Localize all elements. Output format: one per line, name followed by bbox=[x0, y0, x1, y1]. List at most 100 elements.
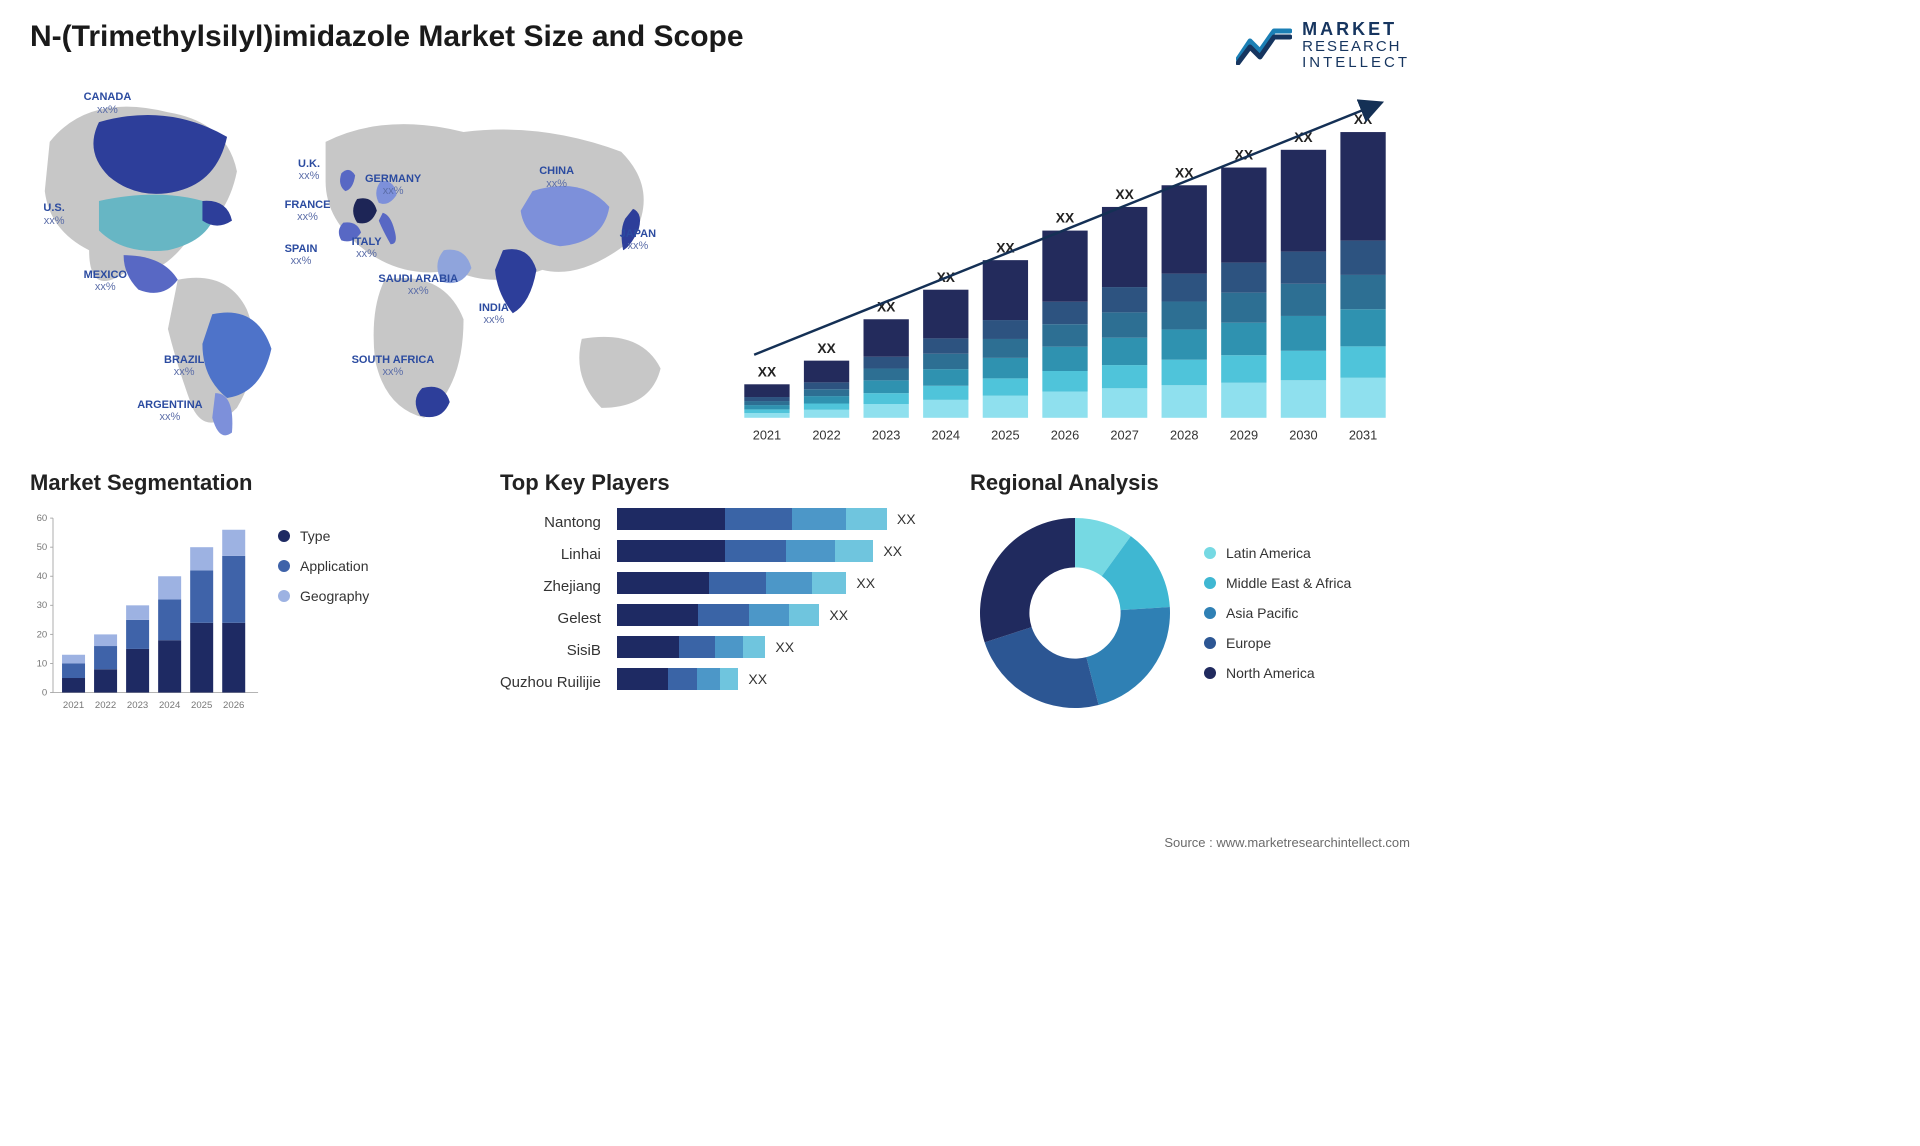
kp-bar-seg bbox=[846, 508, 887, 530]
legend-label: Latin America bbox=[1226, 545, 1311, 561]
kp-bar bbox=[617, 508, 887, 530]
legend-label: Middle East & Africa bbox=[1226, 575, 1351, 591]
regional-panel: Regional Analysis Latin AmericaMiddle Ea… bbox=[970, 470, 1410, 718]
seg-xtick: 2022 bbox=[95, 700, 116, 711]
growth-bar-seg bbox=[1221, 356, 1266, 384]
seg-xtick: 2021 bbox=[63, 700, 84, 711]
seg-bar-seg bbox=[126, 620, 149, 649]
logo-text-2: RESEARCH bbox=[1302, 39, 1410, 55]
growth-bar-seg bbox=[923, 370, 968, 387]
growth-bar-seg bbox=[1281, 316, 1326, 351]
legend-dot-icon bbox=[1204, 637, 1216, 649]
seg-bar-seg bbox=[94, 646, 117, 669]
map-label-india: INDIAxx% bbox=[479, 302, 509, 326]
regional-legend-item: North America bbox=[1204, 665, 1351, 681]
kp-bar-seg bbox=[766, 572, 812, 594]
legend-label: Type bbox=[300, 528, 330, 544]
kp-row: XX bbox=[617, 572, 940, 594]
growth-bar-seg bbox=[1102, 338, 1147, 365]
growth-bar-seg bbox=[1102, 365, 1147, 388]
kp-bar-seg bbox=[709, 572, 766, 594]
growth-bar-seg bbox=[744, 401, 789, 405]
kp-bar-seg bbox=[725, 508, 793, 530]
kp-row: XX bbox=[617, 636, 940, 658]
kp-bar-seg bbox=[725, 540, 787, 562]
kp-bar-seg bbox=[617, 572, 709, 594]
growth-bar-seg bbox=[1102, 389, 1147, 419]
kp-label: Linhai bbox=[561, 544, 601, 566]
kp-bar-seg bbox=[698, 604, 749, 626]
growth-bar-seg bbox=[1221, 383, 1266, 418]
map-label-canada: CANADAxx% bbox=[84, 91, 132, 115]
kp-bar-seg bbox=[617, 636, 679, 658]
kp-bar-seg bbox=[617, 604, 698, 626]
growth-bar-seg bbox=[1162, 302, 1207, 330]
legend-label: Asia Pacific bbox=[1226, 605, 1298, 621]
growth-bar-category: 2021 bbox=[753, 428, 781, 443]
growth-bar-seg bbox=[1042, 347, 1087, 371]
seg-legend-item: Application bbox=[278, 558, 369, 574]
seg-ytick: 60 bbox=[37, 513, 48, 524]
kp-row: XX bbox=[617, 668, 940, 690]
legend-dot-icon bbox=[278, 590, 290, 602]
growth-bar-seg bbox=[1162, 274, 1207, 302]
kp-bar bbox=[617, 636, 766, 658]
seg-bar-seg bbox=[62, 664, 85, 679]
growth-bar-category: 2024 bbox=[932, 428, 960, 443]
growth-bar-seg bbox=[1340, 310, 1385, 347]
seg-legend-item: Geography bbox=[278, 588, 369, 604]
growth-bar-seg bbox=[983, 358, 1028, 378]
seg-bar-seg bbox=[222, 556, 245, 623]
growth-bar-seg bbox=[923, 386, 968, 400]
growth-bar-seg bbox=[923, 354, 968, 369]
growth-bar-category: 2028 bbox=[1170, 428, 1198, 443]
key-players-panel: Top Key Players NantongLinhaiZhejiangGel… bbox=[500, 470, 940, 718]
seg-bar-seg bbox=[190, 571, 213, 623]
growth-bar-category: 2027 bbox=[1110, 428, 1138, 443]
growth-bar-seg bbox=[923, 400, 968, 418]
seg-ytick: 20 bbox=[37, 630, 48, 641]
growth-bar-seg bbox=[1340, 378, 1385, 418]
growth-bar-seg bbox=[1162, 330, 1207, 360]
growth-bar-seg bbox=[744, 405, 789, 409]
growth-bar-seg bbox=[1340, 275, 1385, 309]
growth-bar-seg bbox=[1340, 347, 1385, 378]
growth-bar-seg bbox=[1340, 241, 1385, 275]
growth-bar-seg bbox=[1102, 313, 1147, 338]
map-label-china: CHINAxx% bbox=[539, 165, 574, 189]
growth-bar-seg bbox=[1162, 360, 1207, 386]
growth-bar-seg bbox=[1221, 293, 1266, 323]
world-map-svg bbox=[30, 80, 700, 450]
seg-ytick: 0 bbox=[42, 688, 47, 699]
kp-value: XX bbox=[748, 671, 767, 687]
growth-bar-seg bbox=[1281, 150, 1326, 252]
seg-xtick: 2023 bbox=[127, 700, 148, 711]
growth-bar-seg bbox=[923, 339, 968, 354]
kp-value: XX bbox=[775, 639, 794, 655]
growth-chart: XX2021XX2022XX2023XX2024XX2025XX2026XX20… bbox=[720, 80, 1410, 450]
kp-value: XX bbox=[897, 511, 916, 527]
kp-bar-seg bbox=[792, 508, 846, 530]
growth-bar-value: XX bbox=[758, 365, 777, 380]
growth-bar-seg bbox=[744, 413, 789, 418]
kp-bar-seg bbox=[789, 604, 819, 626]
growth-bar-seg bbox=[744, 385, 789, 398]
kp-row: XX bbox=[617, 604, 940, 626]
growth-bar-seg bbox=[1042, 371, 1087, 392]
legend-dot-icon bbox=[278, 530, 290, 542]
growth-bar-seg bbox=[1340, 132, 1385, 241]
logo-mark-icon bbox=[1236, 25, 1292, 65]
map-label-uk: U.K.xx% bbox=[298, 158, 320, 182]
growth-bar-seg bbox=[1221, 263, 1266, 293]
seg-bar-seg bbox=[190, 548, 213, 571]
seg-bar-seg bbox=[222, 530, 245, 556]
growth-bar-seg bbox=[864, 394, 909, 405]
growth-bar-seg bbox=[1162, 386, 1207, 419]
kp-bar bbox=[617, 572, 847, 594]
kp-bar bbox=[617, 604, 820, 626]
growth-bar-category: 2022 bbox=[812, 428, 840, 443]
donut-slice bbox=[985, 627, 1099, 708]
growth-bar-category: 2025 bbox=[991, 428, 1019, 443]
seg-xtick: 2026 bbox=[223, 700, 244, 711]
kp-bar-seg bbox=[679, 636, 715, 658]
